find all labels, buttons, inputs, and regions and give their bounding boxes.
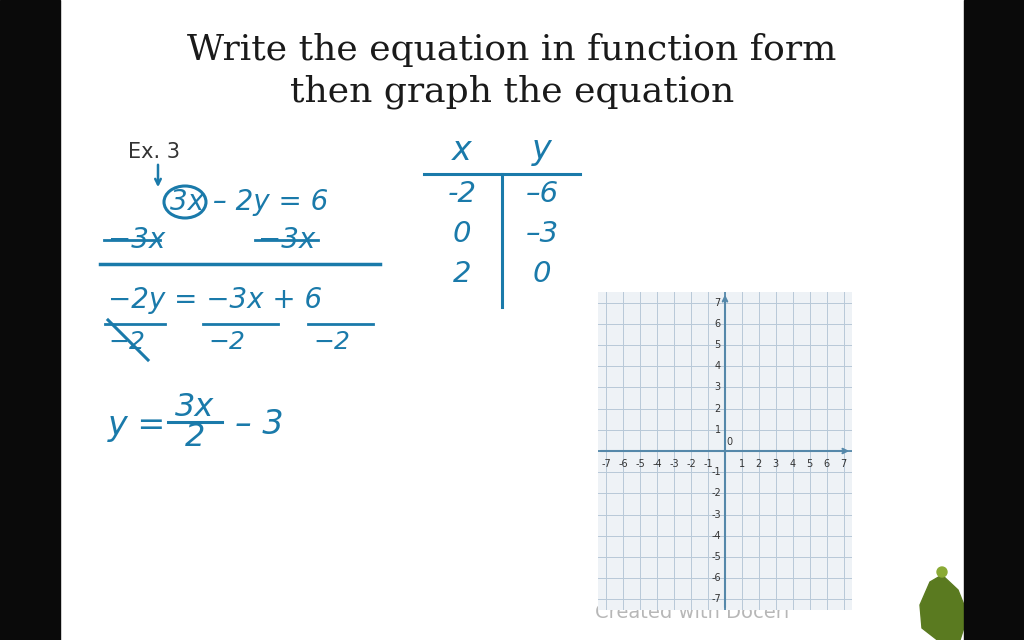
Text: -6: -6 bbox=[711, 573, 721, 583]
Text: -2: -2 bbox=[711, 488, 721, 499]
Text: −2: −2 bbox=[108, 330, 144, 354]
Text: 1: 1 bbox=[739, 460, 745, 470]
Text: – 3: – 3 bbox=[234, 408, 284, 442]
Text: 3: 3 bbox=[715, 382, 721, 392]
Text: 5: 5 bbox=[807, 460, 813, 470]
Text: y: y bbox=[532, 134, 552, 166]
Text: -1: -1 bbox=[711, 467, 721, 477]
Text: 5: 5 bbox=[715, 340, 721, 350]
Text: 2: 2 bbox=[453, 260, 471, 288]
Text: -4: -4 bbox=[711, 531, 721, 541]
Text: 0: 0 bbox=[453, 220, 471, 248]
Text: 0: 0 bbox=[727, 436, 733, 447]
Text: 7: 7 bbox=[715, 298, 721, 308]
Text: 0: 0 bbox=[532, 260, 551, 288]
Text: -2: -2 bbox=[686, 460, 696, 470]
Text: Write the equation in function form: Write the equation in function form bbox=[187, 33, 837, 67]
Text: -3: -3 bbox=[711, 509, 721, 520]
Text: -6: -6 bbox=[618, 460, 628, 470]
Text: -5: -5 bbox=[636, 460, 645, 470]
Text: –6: –6 bbox=[525, 180, 558, 208]
Text: -7: -7 bbox=[601, 460, 611, 470]
Bar bbox=[0, 0, 60, 640]
Text: −3x: −3x bbox=[258, 226, 315, 254]
Text: 4: 4 bbox=[790, 460, 796, 470]
Text: 4: 4 bbox=[715, 361, 721, 371]
Bar bbox=[964, 0, 1024, 640]
Text: 1: 1 bbox=[715, 425, 721, 435]
Text: -1: -1 bbox=[703, 460, 713, 470]
Text: -3: -3 bbox=[670, 460, 679, 470]
Text: −2y = −3x + 6: −2y = −3x + 6 bbox=[108, 286, 323, 314]
Text: Ex. 3: Ex. 3 bbox=[128, 142, 180, 162]
Text: 2: 2 bbox=[184, 422, 205, 454]
Text: -4: -4 bbox=[652, 460, 663, 470]
Text: then graph the equation: then graph the equation bbox=[290, 75, 734, 109]
Text: −2: −2 bbox=[313, 330, 350, 354]
Text: −3x: −3x bbox=[108, 226, 165, 254]
Text: 3: 3 bbox=[773, 460, 779, 470]
Text: 2: 2 bbox=[715, 404, 721, 413]
Circle shape bbox=[937, 567, 947, 577]
Text: −2: −2 bbox=[208, 330, 245, 354]
Text: 3x: 3x bbox=[175, 392, 215, 424]
Text: -7: -7 bbox=[711, 595, 721, 604]
Text: -5: -5 bbox=[711, 552, 721, 562]
Text: Created with Doceri: Created with Doceri bbox=[595, 602, 790, 621]
Text: x: x bbox=[453, 134, 472, 166]
Text: 7: 7 bbox=[841, 460, 847, 470]
Text: -2: -2 bbox=[447, 180, 476, 208]
Text: 3x – 2y = 6: 3x – 2y = 6 bbox=[170, 188, 329, 216]
Text: –3: –3 bbox=[525, 220, 558, 248]
Text: 2: 2 bbox=[756, 460, 762, 470]
Polygon shape bbox=[920, 575, 968, 640]
Text: y =: y = bbox=[108, 408, 177, 442]
Text: 6: 6 bbox=[715, 319, 721, 329]
Text: 6: 6 bbox=[823, 460, 829, 470]
